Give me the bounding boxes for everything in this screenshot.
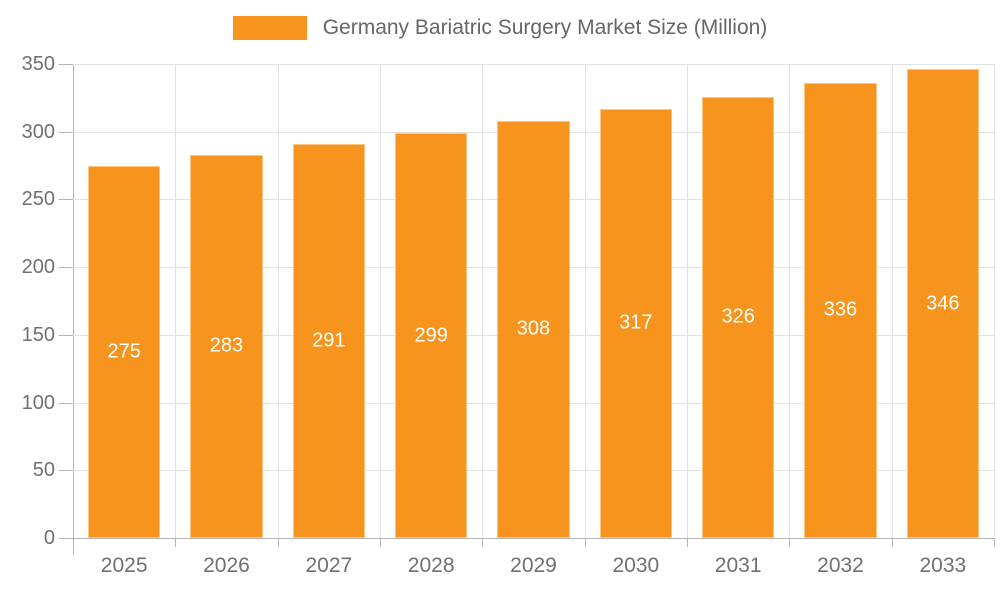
x-axis-category-label: 2027 [305,554,353,577]
x-axis-tick [891,538,893,547]
y-axis-tick-label: 300 [21,120,55,143]
x-axis-tick [277,538,279,547]
y-axis-tick-label: 100 [21,391,55,414]
x-axis-category-label: 2031 [714,554,762,577]
x-gridline [277,64,279,538]
bar-2027[interactable]: 291 [292,143,366,538]
x-gridline [891,64,893,538]
x-axis-tick [175,538,177,547]
y-axis-tick-label: 0 [43,527,55,549]
y-axis-line [73,64,74,555]
chart-legend[interactable]: Germany Bariatric Surgery Market Size (M… [0,16,1000,40]
x-axis-tick [994,538,995,547]
x-axis-category-label: 2029 [510,554,557,577]
bar-2030[interactable]: 317 [599,108,673,538]
y-axis-tick [59,402,73,404]
y-axis-tick [59,267,73,269]
y-axis-tick [59,199,73,201]
y-axis-tick-label: 150 [21,323,55,346]
y-axis-tick-label: 200 [21,256,55,279]
bar-2032[interactable]: 336 [804,82,877,538]
plot-area: 0 50 100 150 200 250 300 350 2025 2026 2027 2028 202… [22,53,995,577]
x-gridline [584,64,586,538]
bar-value-label: 346 [926,292,960,315]
x-axis-category-label: 2026 [203,554,250,577]
bar-value-label: 317 [619,311,653,334]
legend-swatch-icon [232,16,307,40]
x-axis-category-label: 2025 [100,554,148,577]
bar-2033[interactable]: 346 [906,69,980,538]
x-axis-category-label: 2032 [817,554,864,577]
x-gridline [482,64,484,538]
x-axis-tick [379,538,381,547]
y-axis-tick-label: 50 [32,459,55,482]
bar-value-label: 299 [414,324,448,347]
bar-value-label: 275 [107,340,141,363]
bar-value-label: 336 [823,298,858,321]
y-gridline [73,64,994,65]
bar-value-label: 283 [209,334,244,357]
x-axis-line [73,538,994,539]
x-axis-tick [584,538,586,547]
x-axis-tick [73,538,74,547]
x-gridline [379,64,381,538]
x-gridline [175,64,177,538]
x-axis-category-label: 2030 [612,554,660,577]
bar-2029[interactable]: 308 [497,120,570,538]
x-axis-category-label: 2028 [407,554,455,577]
bar-2025[interactable]: 275 [87,165,161,538]
x-axis-tick [789,538,791,547]
y-axis-tick-label: 250 [21,188,55,211]
bar-2028[interactable]: 299 [394,133,468,538]
x-axis-category-label: 2033 [919,554,967,577]
legend-series-label: Germany Bariatric Surgery Market Size (M… [322,16,768,39]
y-axis-tick [59,334,73,336]
bar-value-label: 291 [312,329,346,352]
x-gridline [686,64,688,538]
bar-value-label: 308 [516,317,551,340]
y-axis-tick-label: 350 [21,53,55,75]
y-axis-tick [59,131,73,133]
bar-2031[interactable]: 326 [701,96,775,538]
x-axis-tick [686,538,688,547]
x-axis-tick [482,538,484,547]
x-gridline [994,64,995,538]
x-gridline [789,64,791,538]
bar-value-label: 326 [721,305,755,328]
bar-2026[interactable]: 283 [190,154,263,538]
y-axis-tick [59,538,73,539]
y-axis-tick [59,64,73,65]
y-axis-tick [59,470,73,472]
